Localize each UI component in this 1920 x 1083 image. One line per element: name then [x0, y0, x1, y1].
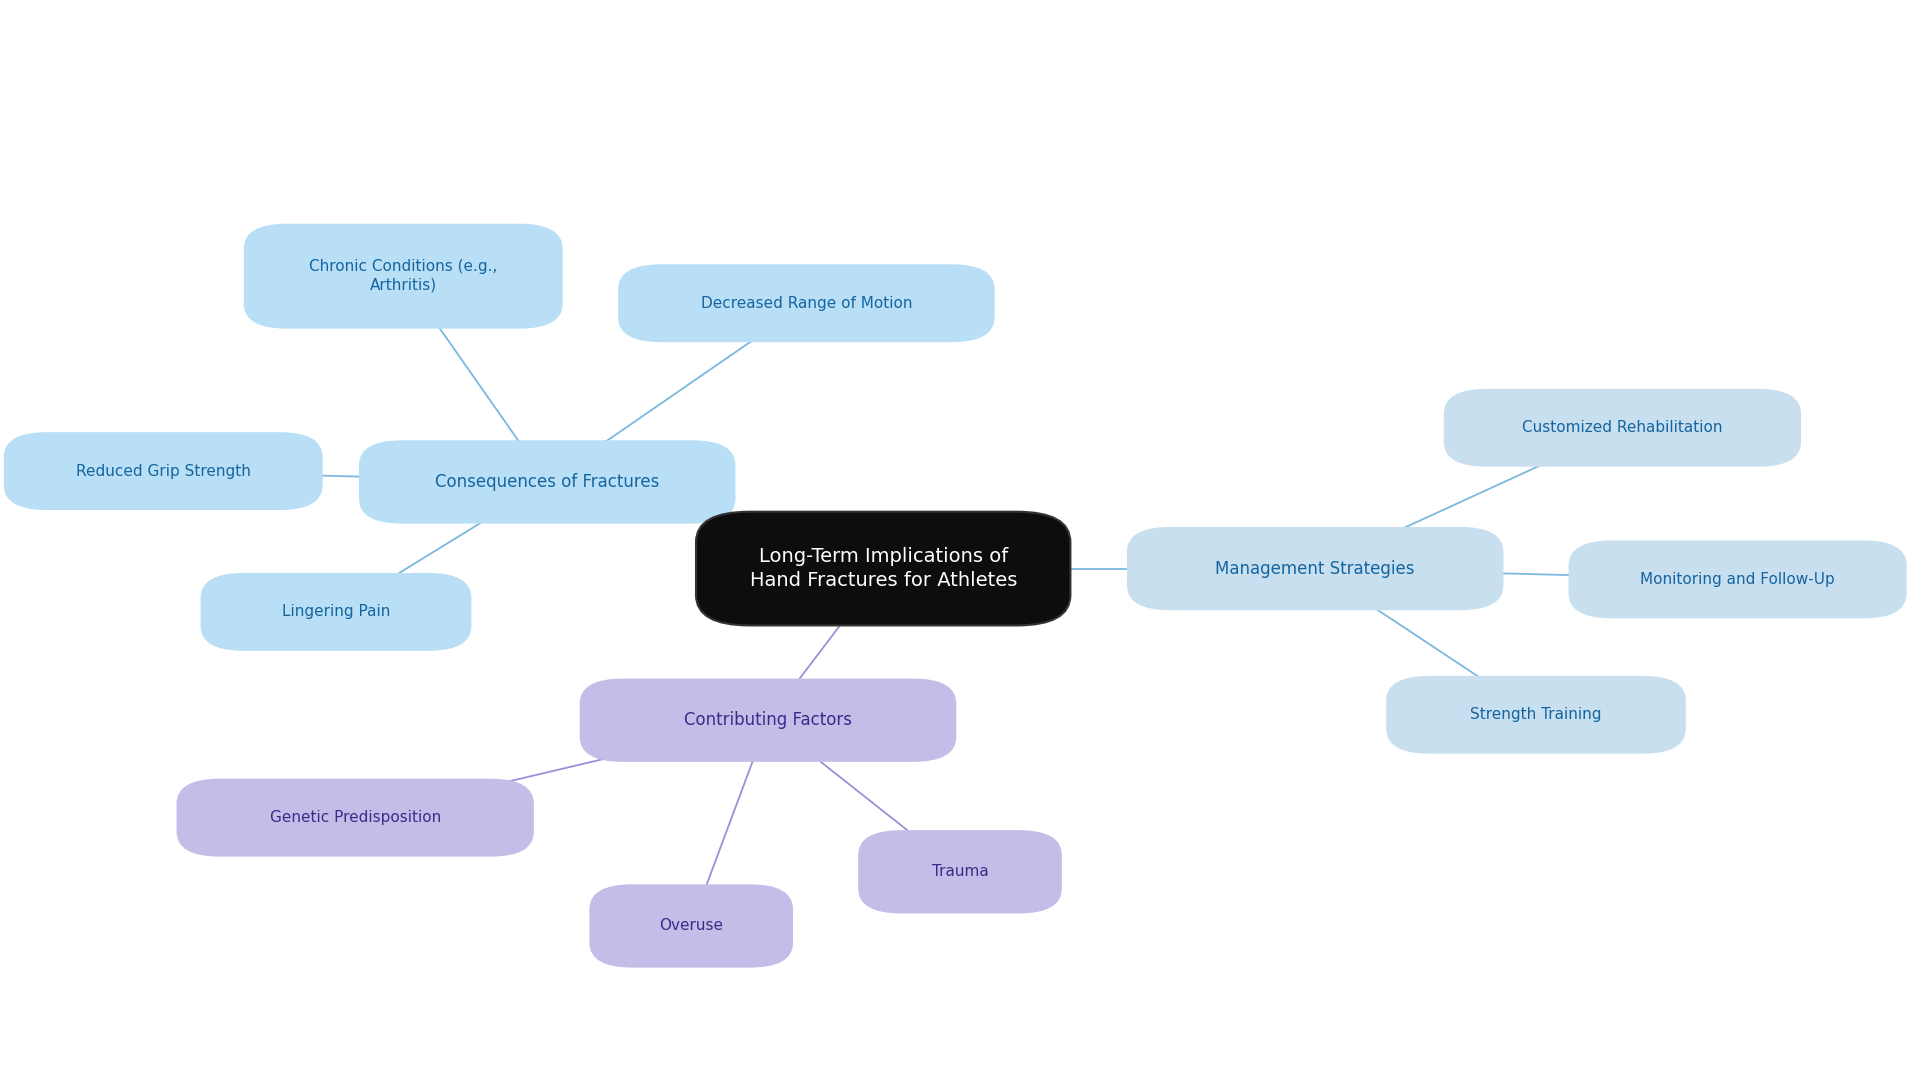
Text: Contributing Factors: Contributing Factors [684, 712, 852, 729]
FancyBboxPatch shape [202, 574, 470, 650]
Text: Reduced Grip Strength: Reduced Grip Strength [75, 464, 252, 479]
Text: Trauma: Trauma [931, 864, 989, 879]
FancyBboxPatch shape [580, 680, 956, 760]
Text: Customized Rehabilitation: Customized Rehabilitation [1523, 420, 1722, 435]
FancyBboxPatch shape [1569, 542, 1905, 617]
FancyBboxPatch shape [359, 442, 733, 522]
FancyBboxPatch shape [860, 832, 1060, 912]
Text: Long-Term Implications of
Hand Fractures for Athletes: Long-Term Implications of Hand Fractures… [749, 547, 1018, 590]
Text: Consequences of Fractures: Consequences of Fractures [436, 473, 659, 491]
Text: Overuse: Overuse [659, 918, 724, 934]
Text: Lingering Pain: Lingering Pain [282, 604, 390, 619]
FancyBboxPatch shape [1386, 677, 1686, 753]
Text: Management Strategies: Management Strategies [1215, 560, 1415, 577]
FancyBboxPatch shape [6, 433, 323, 509]
Text: Strength Training: Strength Training [1471, 707, 1601, 722]
FancyBboxPatch shape [697, 512, 1071, 626]
Text: Genetic Predisposition: Genetic Predisposition [269, 810, 442, 825]
FancyBboxPatch shape [1129, 529, 1501, 609]
Text: Decreased Range of Motion: Decreased Range of Motion [701, 296, 912, 311]
FancyBboxPatch shape [618, 265, 995, 341]
FancyBboxPatch shape [591, 886, 791, 967]
Text: Monitoring and Follow-Up: Monitoring and Follow-Up [1640, 572, 1836, 587]
FancyBboxPatch shape [246, 225, 561, 327]
FancyBboxPatch shape [177, 780, 532, 856]
FancyBboxPatch shape [1444, 390, 1801, 466]
Text: Chronic Conditions (e.g.,
Arthritis): Chronic Conditions (e.g., Arthritis) [309, 259, 497, 293]
